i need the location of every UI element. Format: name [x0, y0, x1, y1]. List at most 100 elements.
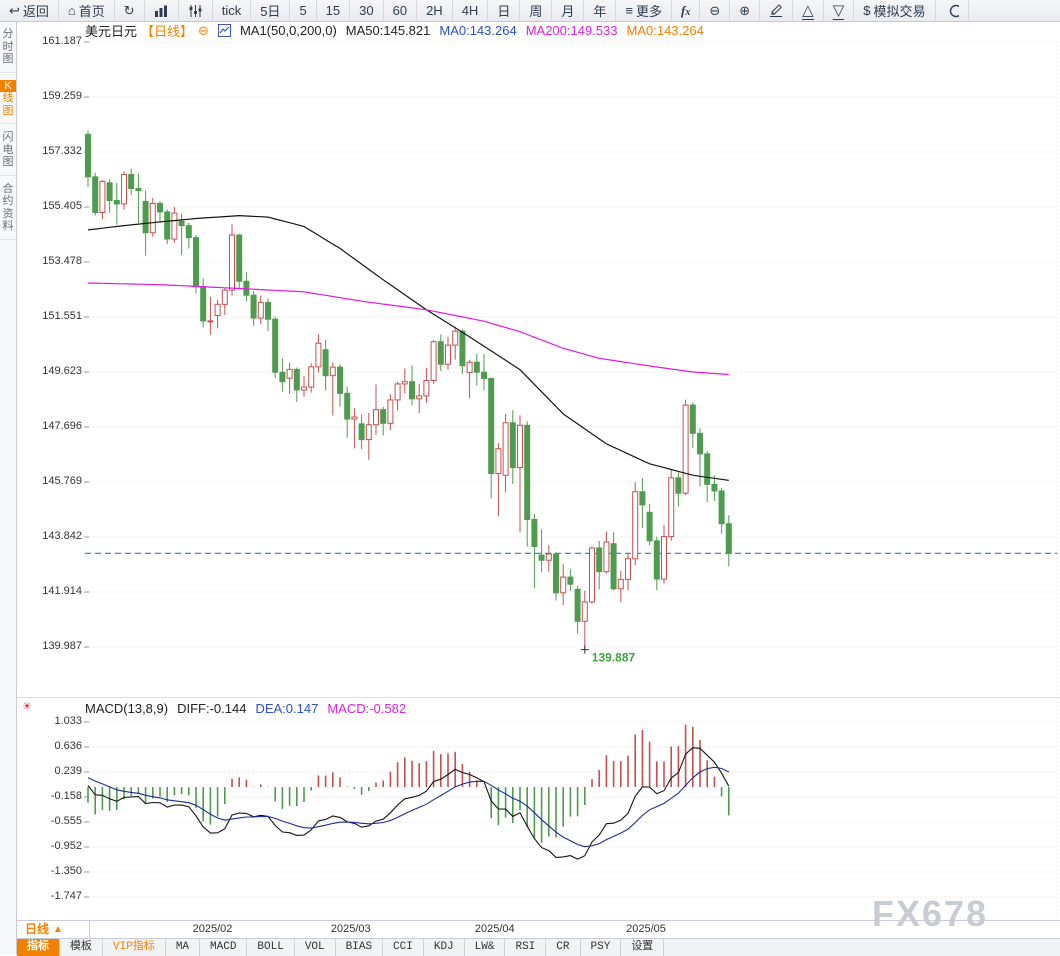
- partial-icon: [945, 4, 959, 18]
- tf-60-button[interactable]: 60: [384, 0, 418, 21]
- tf-2h-button-label: 2H: [426, 3, 443, 18]
- tab-template[interactable]: 模板: [60, 939, 103, 956]
- sidebar-item-timeline-char: 时: [2, 40, 14, 53]
- macd-axis-label: -0.555: [50, 815, 82, 827]
- sidebar-item-timeline-char: 图: [2, 53, 14, 65]
- macd-axis-label: 1.033: [54, 715, 82, 727]
- tab-macd[interactable]: MACD: [200, 939, 248, 956]
- sidebar-item-lightning-char: 电: [2, 143, 14, 156]
- tab-kdj[interactable]: KDJ: [424, 939, 465, 956]
- price-axis-label: 155.405: [42, 200, 82, 212]
- period-selector[interactable]: 日线 ▲: [18, 921, 90, 938]
- triangle-up-icon: ▲: [53, 924, 63, 935]
- tf-4h-button[interactable]: 4H: [453, 0, 489, 21]
- tf-day-button-label: 日: [497, 4, 511, 19]
- tf-tick-button[interactable]: tick: [213, 0, 252, 21]
- sidebar-item-contract[interactable]: 合约资料: [0, 183, 16, 240]
- chart-header: 美元日元 【日线】 ⊖ MA1(50,0,200,0) MA50:145.821…: [17, 22, 704, 40]
- draw-button[interactable]: [760, 0, 794, 21]
- back-button-label: 返回: [22, 4, 49, 19]
- tf-15-button[interactable]: 15: [317, 0, 351, 21]
- tab-ma[interactable]: MA: [166, 939, 201, 956]
- sidebar-item-kline-char: 图: [2, 104, 14, 117]
- ma50-line: [87, 214, 729, 481]
- sim-trading-button[interactable]: $ 模拟交易: [854, 0, 936, 21]
- tab-settings[interactable]: 设置: [621, 939, 665, 956]
- ma200-value: MA200:149.533: [525, 23, 618, 38]
- ma0-value-blue: MA0:143.264: [439, 23, 517, 38]
- tab-lwr[interactable]: LW&: [465, 939, 506, 956]
- xaxis-month-label: 2025/02: [192, 923, 233, 935]
- price-axis-label: 145.769: [42, 475, 82, 487]
- mini-chart-icon[interactable]: [217, 24, 231, 37]
- tf-week-button[interactable]: 周: [520, 0, 553, 21]
- sidebar-item-timeline[interactable]: 分时图: [0, 28, 16, 73]
- home-button[interactable]: ⌂ 首页: [59, 0, 115, 21]
- order-down-button[interactable]: ▽: [824, 0, 855, 21]
- tf-week-button-label: 周: [529, 4, 543, 19]
- tab-bias[interactable]: BIAS: [336, 939, 384, 956]
- home-icon: ⌂: [67, 3, 76, 18]
- more-button[interactable]: ≡ 更多: [616, 0, 672, 21]
- macd-dea-value: DEA:0.147: [255, 701, 319, 716]
- tf-5d-button[interactable]: 5日: [251, 0, 291, 21]
- panel-separator: [17, 697, 1060, 698]
- sim-trading-button-label: 模拟交易: [873, 4, 926, 19]
- low-value-label: 139.887: [592, 651, 636, 665]
- macd-axis-label: 0.239: [54, 765, 82, 777]
- macd-axis-label: -1.350: [50, 865, 82, 877]
- back-button[interactable]: ↩ 返回: [0, 0, 59, 21]
- collapse-icon[interactable]: ⊖: [198, 22, 209, 38]
- tab-vol[interactable]: VOL: [295, 939, 336, 956]
- zoom-out-icon: ⊖: [709, 3, 721, 18]
- price-axis-label: 147.696: [42, 420, 82, 432]
- tab-rsi[interactable]: RSI: [505, 939, 547, 956]
- tab-cr[interactable]: CR: [546, 939, 581, 956]
- price-axis-label: 159.259: [42, 90, 82, 102]
- edge-partial-button[interactable]: [936, 0, 969, 21]
- macd-diff-line: [87, 747, 730, 860]
- adjust-button[interactable]: [179, 0, 213, 21]
- symbol-title: 美元日元: [85, 24, 138, 39]
- tf-30-button[interactable]: 30: [350, 0, 384, 21]
- price-axis-label: 143.842: [42, 530, 82, 542]
- sidebar-item-lightning[interactable]: 闪电图: [0, 131, 16, 176]
- macd-diff-value: DIFF:-0.144: [177, 701, 247, 716]
- tf-month-button[interactable]: 月: [552, 0, 585, 21]
- tab-cci[interactable]: CCI: [383, 939, 424, 956]
- bar-chart-icon: [154, 5, 169, 17]
- order-up-button[interactable]: △: [793, 0, 824, 21]
- xaxis-month-label: 2025/04: [474, 923, 515, 935]
- price-axis-label: 161.187: [42, 35, 82, 47]
- formula-button[interactable]: fx: [672, 0, 701, 21]
- menu-icon: ≡: [625, 3, 633, 18]
- xaxis-month-label: 2025/03: [330, 923, 371, 935]
- tab-vip[interactable]: VIP指标: [103, 939, 166, 956]
- macd-axis-label: -1.747: [50, 890, 82, 902]
- macd-dea-line: [87, 766, 730, 848]
- sliders-icon: [188, 4, 203, 17]
- refresh-button[interactable]: ↻: [115, 0, 145, 21]
- tf-60-button-label: 60: [392, 3, 408, 18]
- ma-settings-label: MA1(50,0,200,0): [239, 23, 337, 38]
- tab-boll[interactable]: BOLL: [247, 939, 295, 956]
- xaxis-month-label: 2025/05: [626, 923, 666, 935]
- more-button-label: 更多: [635, 4, 662, 19]
- low-marker: 139.887: [580, 645, 636, 665]
- ma50-value: MA50:145.821: [345, 23, 431, 38]
- zoom-out-button[interactable]: ⊖: [700, 0, 731, 21]
- macd-hist-value: MACD:-0.582: [327, 701, 407, 716]
- price-axis-label: 153.478: [42, 255, 82, 267]
- chart-type-button[interactable]: [145, 0, 179, 21]
- tab-psy[interactable]: PSY: [581, 939, 622, 956]
- tf-year-button[interactable]: 年: [584, 0, 617, 21]
- tf-2h-button[interactable]: 2H: [417, 0, 453, 21]
- tab-indicator[interactable]: 指标: [17, 939, 60, 956]
- refresh-icon: ↻: [123, 3, 135, 18]
- tf-day-button[interactable]: 日: [488, 0, 521, 21]
- indicator-settings-icon[interactable]: ☀: [22, 701, 32, 713]
- zoom-in-button[interactable]: ⊕: [730, 0, 761, 21]
- tf-5-button[interactable]: 5: [290, 0, 317, 21]
